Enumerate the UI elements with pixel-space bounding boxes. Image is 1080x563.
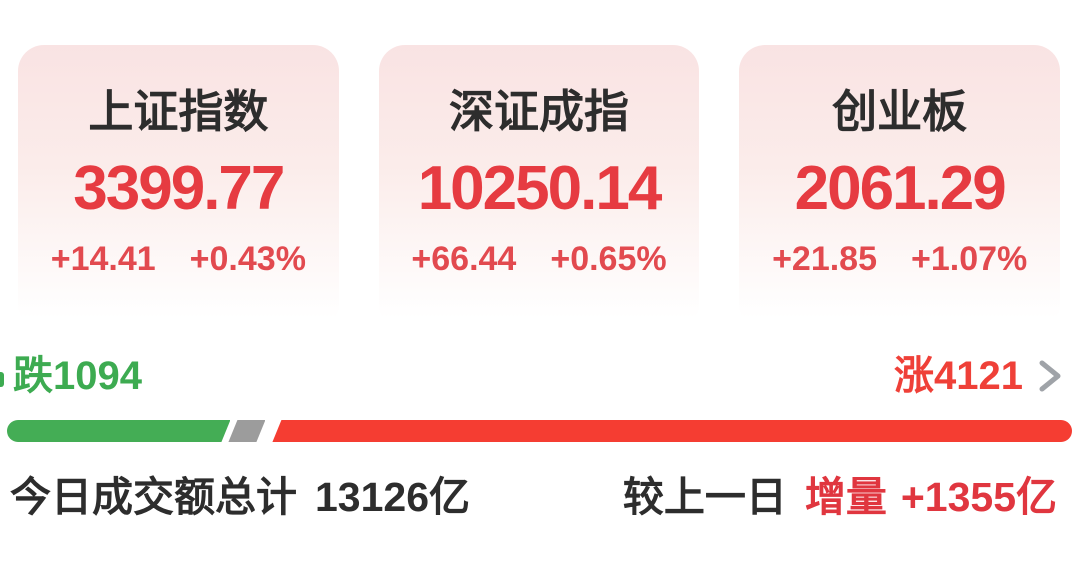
index-value: 2061.29 [794,154,1007,223]
index-card-shanghai[interactable]: 上证指数 3399.77 +14.41 +0.43% [18,45,339,330]
turnover-vs-label: 较上一日 [622,474,787,520]
index-change-pct: +1.07% [911,240,1028,278]
breadth-bar-up-segment [272,420,1072,442]
turnover-delta: 较上一日 增量 +1355亿 [623,474,1057,521]
breadth-row[interactable]: 跌1094 涨4121 [13,353,1064,399]
breadth-bar-down-segment [7,420,230,442]
index-change-row: +66.44 +0.65% [379,242,700,276]
turnover-row: 今日成交额总计 13126亿 较上一日 增量 +1355亿 [10,474,1057,521]
index-card-chinext[interactable]: 创业板 2061.29 +21.85 +1.07% [739,45,1061,330]
index-value: 10250.14 [417,154,663,223]
index-change-pct: +0.65% [550,240,667,278]
index-cards-row: 上证指数 3399.77 +14.41 +0.43% 深证成指 10250.14… [18,45,1061,330]
turnover-delta-prefix: 增量 [804,474,887,520]
index-value: 3399.77 [73,154,285,223]
left-edge-glyph-artifact [0,372,4,387]
index-change: +14.41 [50,240,156,278]
turnover-today: 今日成交额总计 13126亿 [10,474,470,521]
index-name: 深证成指 [449,86,630,137]
index-change: +66.44 [411,240,517,278]
turnover-today-label: 今日成交额总计 [10,474,297,520]
advancers-group: 涨4121 [894,356,1064,396]
decliners-count: 跌1094 [13,354,142,398]
index-change-row: +21.85 +1.07% [739,242,1060,276]
index-card-shenzhen[interactable]: 深证成指 10250.14 +66.44 +0.65% [378,45,700,330]
turnover-delta-value: +1355亿 [900,474,1057,520]
index-change: +21.85 [772,240,878,278]
turnover-today-value: 13126亿 [315,474,471,520]
index-name: 创业板 [832,86,968,137]
index-change-row: +14.41 +0.43% [18,242,339,276]
breadth-bar-flat-segment [228,420,265,442]
turnover-delta-group: 增量 +1355亿 [805,474,1057,521]
index-name: 上证指数 [88,86,269,137]
breadth-bar [7,420,1072,442]
chevron-right-icon[interactable] [1037,358,1064,394]
advancers-count: 涨4121 [894,354,1023,398]
index-change-pct: +0.43% [189,240,306,278]
